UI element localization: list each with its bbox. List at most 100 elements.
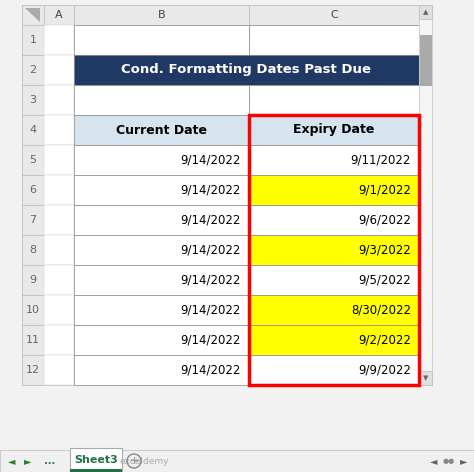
Bar xyxy=(249,25,419,55)
Bar xyxy=(74,175,249,205)
Bar xyxy=(249,265,419,295)
Text: 4: 4 xyxy=(29,125,36,135)
Bar xyxy=(419,5,432,385)
Text: 3: 3 xyxy=(29,95,36,105)
Bar xyxy=(74,355,249,385)
Text: A: A xyxy=(55,10,63,20)
Bar xyxy=(44,55,74,85)
Bar xyxy=(0,450,474,472)
Text: 9/14/2022: 9/14/2022 xyxy=(181,244,241,256)
Bar xyxy=(249,235,419,265)
Bar xyxy=(74,295,249,325)
Bar xyxy=(44,85,74,115)
Text: ►: ► xyxy=(460,456,468,466)
Bar xyxy=(22,5,44,25)
Text: B: B xyxy=(158,10,165,20)
Bar xyxy=(249,85,419,115)
Text: 9/14/2022: 9/14/2022 xyxy=(181,273,241,287)
Bar xyxy=(22,205,44,235)
Bar xyxy=(74,205,249,235)
Bar xyxy=(22,325,44,355)
Bar xyxy=(44,295,74,325)
Text: 8: 8 xyxy=(29,245,36,255)
Text: Expiry Date: Expiry Date xyxy=(293,124,374,136)
Bar xyxy=(419,5,432,19)
Bar xyxy=(44,5,74,25)
Text: ►: ► xyxy=(24,456,32,466)
Text: 9/14/2022: 9/14/2022 xyxy=(181,184,241,196)
Bar xyxy=(74,5,249,25)
Text: Cond. Formatting Dates Past Due: Cond. Formatting Dates Past Due xyxy=(121,64,372,76)
Bar xyxy=(44,145,74,175)
Text: C: C xyxy=(330,10,338,20)
Bar xyxy=(44,25,74,55)
Bar xyxy=(70,469,122,472)
Text: ◄: ◄ xyxy=(430,456,438,466)
Text: 9/5/2022: 9/5/2022 xyxy=(358,273,411,287)
Text: ...: ... xyxy=(45,456,55,466)
Bar xyxy=(249,115,419,385)
Bar xyxy=(22,295,44,325)
Text: 9/11/2022: 9/11/2022 xyxy=(351,153,411,167)
Bar xyxy=(22,115,44,145)
Bar xyxy=(249,295,419,325)
Text: ▼: ▼ xyxy=(423,375,428,381)
Bar xyxy=(249,145,419,175)
Bar xyxy=(44,115,74,145)
Bar xyxy=(44,175,74,205)
Text: 9/2/2022: 9/2/2022 xyxy=(358,334,411,346)
Bar xyxy=(249,175,419,205)
Text: 9/14/2022: 9/14/2022 xyxy=(181,153,241,167)
Bar xyxy=(74,265,249,295)
Bar xyxy=(22,235,44,265)
Bar xyxy=(22,175,44,205)
Bar xyxy=(249,205,419,235)
Bar xyxy=(44,355,74,385)
Text: 9/14/2022: 9/14/2022 xyxy=(181,334,241,346)
Bar xyxy=(44,265,74,295)
Text: 9/6/2022: 9/6/2022 xyxy=(358,213,411,227)
Bar xyxy=(22,55,44,85)
Text: 12: 12 xyxy=(26,365,40,375)
Text: 9/14/2022: 9/14/2022 xyxy=(181,213,241,227)
Text: ●●: ●● xyxy=(443,458,455,464)
Bar xyxy=(74,235,249,265)
Text: ◄: ◄ xyxy=(8,456,16,466)
Bar xyxy=(44,235,74,265)
Text: 10: 10 xyxy=(26,305,40,315)
Bar xyxy=(74,115,249,145)
Bar xyxy=(249,355,419,385)
Text: 9: 9 xyxy=(29,275,36,285)
Bar xyxy=(74,55,419,85)
Bar xyxy=(44,325,74,355)
Bar xyxy=(74,145,249,175)
Bar xyxy=(22,85,44,115)
Text: exceldemy: exceldemy xyxy=(119,456,169,465)
Bar xyxy=(70,448,122,472)
Text: ▲: ▲ xyxy=(423,9,428,15)
Text: 8/30/2022: 8/30/2022 xyxy=(351,303,411,317)
Text: 9/3/2022: 9/3/2022 xyxy=(358,244,411,256)
Bar xyxy=(22,355,44,385)
Bar xyxy=(22,5,432,385)
Bar xyxy=(249,115,419,145)
Text: 7: 7 xyxy=(29,215,36,225)
Text: 2: 2 xyxy=(29,65,36,75)
Bar xyxy=(22,145,44,175)
Bar xyxy=(249,5,419,25)
Text: 9/1/2022: 9/1/2022 xyxy=(358,184,411,196)
Text: 6: 6 xyxy=(29,185,36,195)
Text: 11: 11 xyxy=(26,335,40,345)
Text: 9/14/2022: 9/14/2022 xyxy=(181,363,241,377)
Bar xyxy=(420,35,431,85)
Polygon shape xyxy=(25,8,40,22)
Bar xyxy=(249,325,419,355)
Text: Sheet3: Sheet3 xyxy=(74,455,118,465)
Bar xyxy=(74,25,249,55)
Text: 9/14/2022: 9/14/2022 xyxy=(181,303,241,317)
Bar xyxy=(22,265,44,295)
Bar xyxy=(74,325,249,355)
Text: 1: 1 xyxy=(29,35,36,45)
Bar xyxy=(74,85,249,115)
Bar xyxy=(44,205,74,235)
